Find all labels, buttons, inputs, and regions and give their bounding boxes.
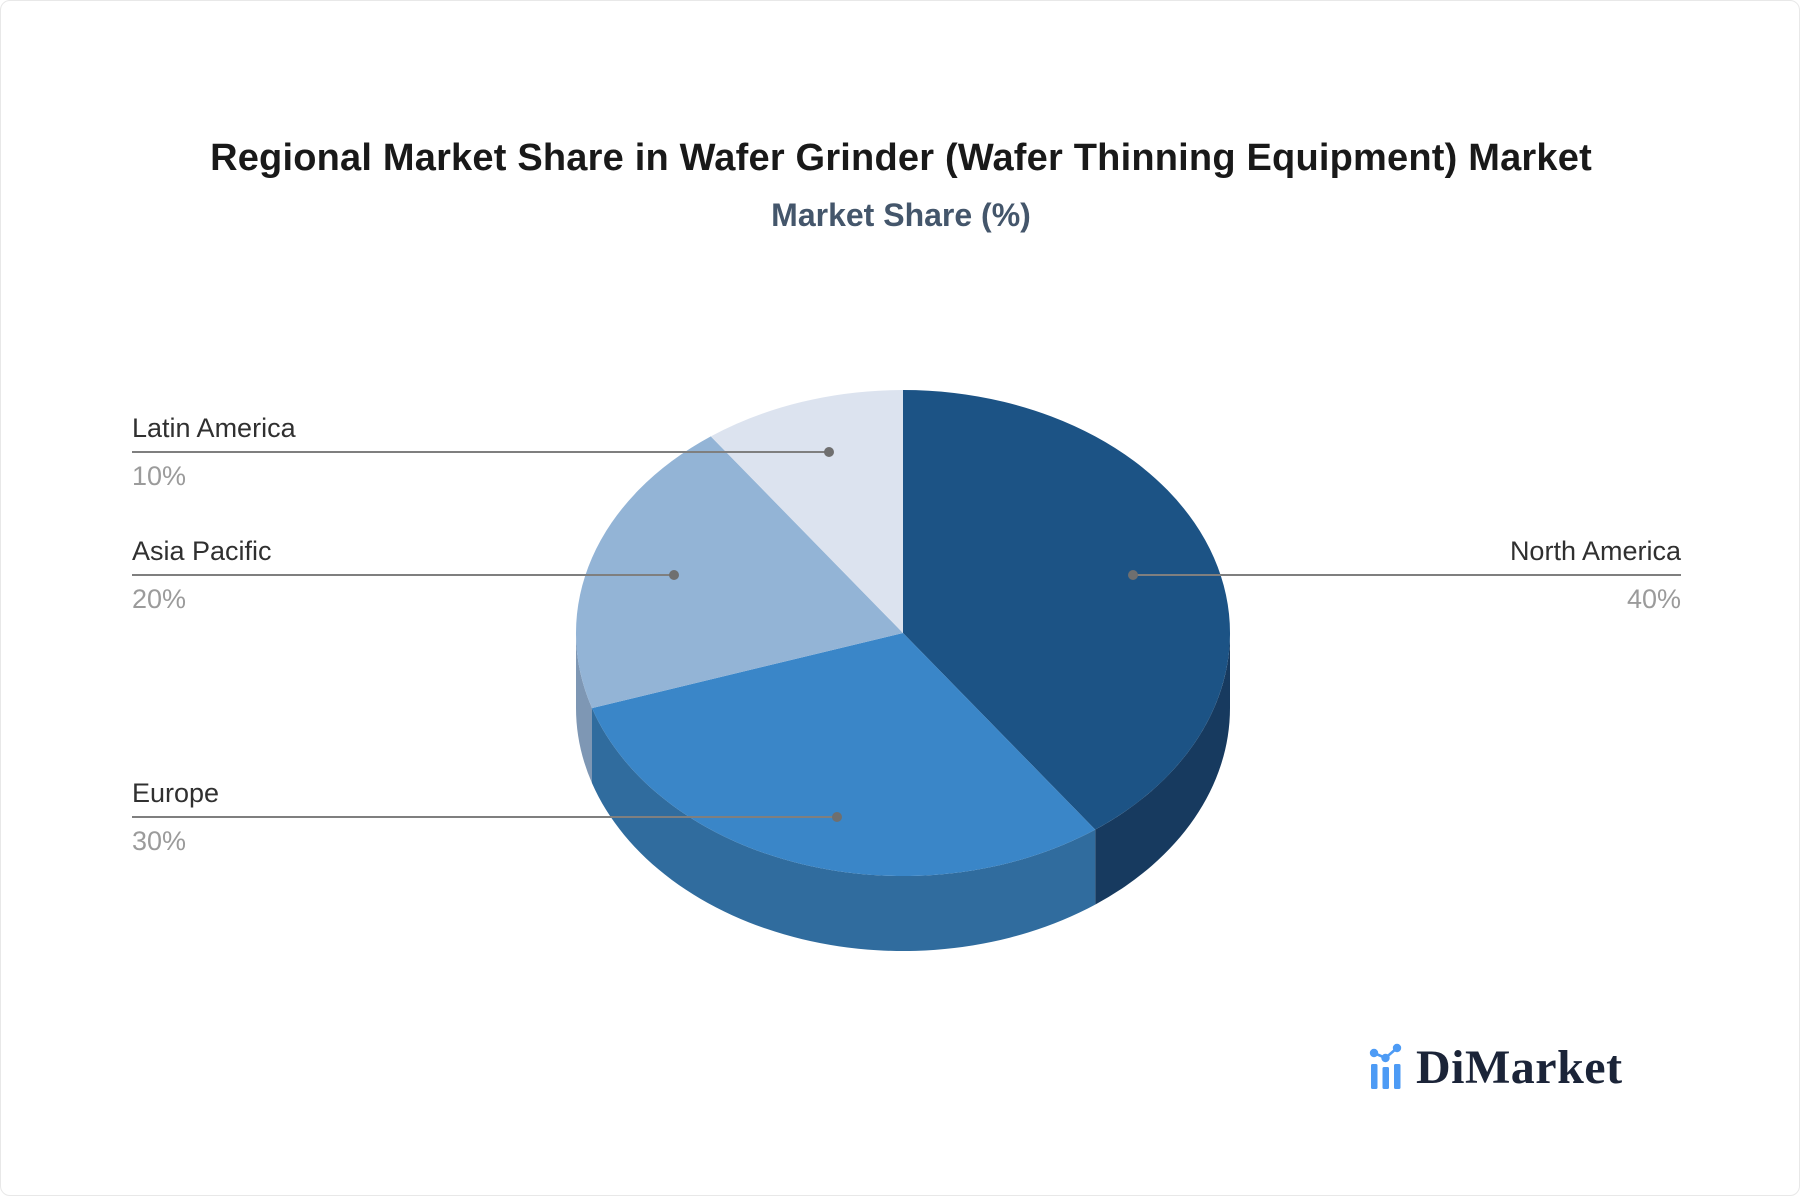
pie-slice-side-asia-pacific [576, 633, 592, 784]
leader-dot [824, 447, 834, 457]
slice-percentage: 20% [132, 584, 187, 614]
brand-name: DiMarket [1416, 1041, 1623, 1094]
leader-line [132, 447, 834, 457]
pie-slice-europe[interactable] [592, 633, 1096, 877]
slice-label: Europe [132, 778, 220, 808]
leader-dot [1128, 570, 1138, 580]
slice-label: North America [1509, 536, 1681, 566]
pie-slice-asia-pacific[interactable] [575, 436, 903, 709]
pie-slice-side-north-america [1095, 633, 1230, 905]
leader-line [132, 812, 842, 822]
callout-latin-america: Latin America 10% [132, 413, 834, 491]
callout-north-america: North America 40% [1128, 536, 1681, 614]
slice-percentage: 40% [1626, 584, 1681, 614]
leader-line [132, 570, 679, 580]
leader-dot [669, 570, 679, 580]
bar-chart-trend-icon [1369, 1043, 1402, 1089]
callout-asia-pacific: Asia Pacific 20% [132, 536, 679, 614]
slice-label: Asia Pacific [132, 536, 272, 566]
chart-header: Regional Market Share in Wafer Grinder (… [1, 137, 1800, 234]
slice-percentage: 30% [132, 826, 187, 856]
leader-line [1128, 570, 1681, 580]
pie-slice-latin-america[interactable] [710, 390, 903, 633]
callout-europe: Europe 30% [132, 778, 842, 856]
pie-slice-side-europe [592, 708, 1096, 952]
slice-label: Latin America [132, 413, 296, 443]
leader-dot [832, 812, 842, 822]
slice-percentage: 10% [132, 461, 187, 491]
chart-subtitle: Market Share (%) [771, 197, 1031, 233]
dimarket-logo: DiMarket [1367, 1041, 1623, 1093]
pie-slice-north-america[interactable] [903, 390, 1231, 830]
chart-title: Regional Market Share in Wafer Grinder (… [210, 137, 1592, 179]
